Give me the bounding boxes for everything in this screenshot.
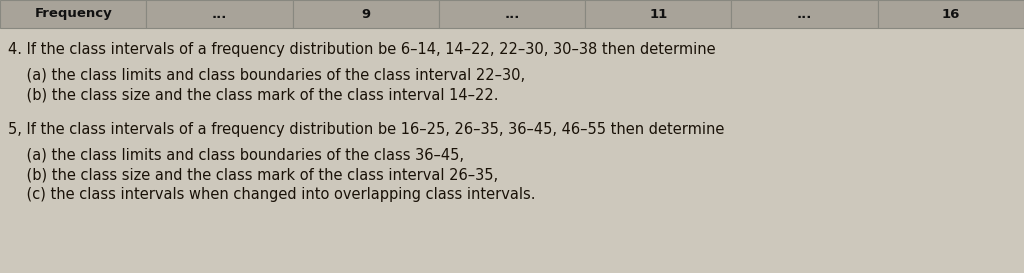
Text: ...: ... xyxy=(212,7,227,20)
Bar xyxy=(731,0,878,28)
Text: 16: 16 xyxy=(942,7,961,20)
Bar xyxy=(585,0,731,28)
Text: Frequency: Frequency xyxy=(34,7,112,20)
Text: (a) the class limits and class boundaries of the class 36–45,: (a) the class limits and class boundarie… xyxy=(8,147,464,162)
Text: (b) the class size and the class mark of the class interval 26–35,: (b) the class size and the class mark of… xyxy=(8,167,498,182)
Text: (b) the class size and the class mark of the class interval 14–22.: (b) the class size and the class mark of… xyxy=(8,87,499,102)
Bar xyxy=(0,0,146,28)
Text: (c) the class intervals when changed into overlapping class intervals.: (c) the class intervals when changed int… xyxy=(8,187,536,202)
Text: 4. If the class intervals of a frequency distribution be 6–14, 14–22, 22–30, 30–: 4. If the class intervals of a frequency… xyxy=(8,42,716,57)
Text: (a) the class limits and class boundaries of the class interval 22–30,: (a) the class limits and class boundarie… xyxy=(8,67,525,82)
Bar xyxy=(439,0,585,28)
Bar xyxy=(146,0,293,28)
Text: ...: ... xyxy=(504,7,520,20)
Text: 11: 11 xyxy=(649,7,668,20)
Text: 9: 9 xyxy=(361,7,371,20)
Text: 5, If the class intervals of a frequency distribution be 16–25, 26–35, 36–45, 46: 5, If the class intervals of a frequency… xyxy=(8,122,724,137)
Bar xyxy=(293,0,439,28)
Bar xyxy=(878,0,1024,28)
Text: ...: ... xyxy=(797,7,812,20)
